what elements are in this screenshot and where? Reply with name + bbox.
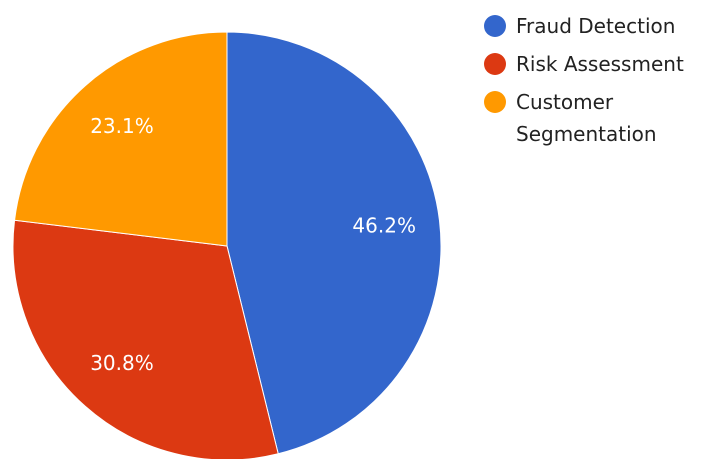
slice-label: 23.1% [90,114,154,138]
legend: Fraud Detection Risk Assessment Customer S… [484,10,684,156]
legend-label: Risk Assessment [516,52,684,76]
legend-swatch [484,53,506,75]
legend-item: Fraud Detection [484,10,684,42]
legend-item: Customer Segmentation [484,86,684,150]
pie-slice [12,219,279,459]
legend-swatch [484,91,506,113]
pie-slice [226,31,442,455]
legend-swatch [484,15,506,37]
slice-label: 46.2% [352,213,416,237]
legend-label: Fraud Detection [516,14,676,38]
pie-slice [14,31,228,247]
slice-label: 30.8% [90,351,154,375]
legend-label: Customer Segmentation [516,90,657,146]
legend-item: Risk Assessment [484,48,684,80]
